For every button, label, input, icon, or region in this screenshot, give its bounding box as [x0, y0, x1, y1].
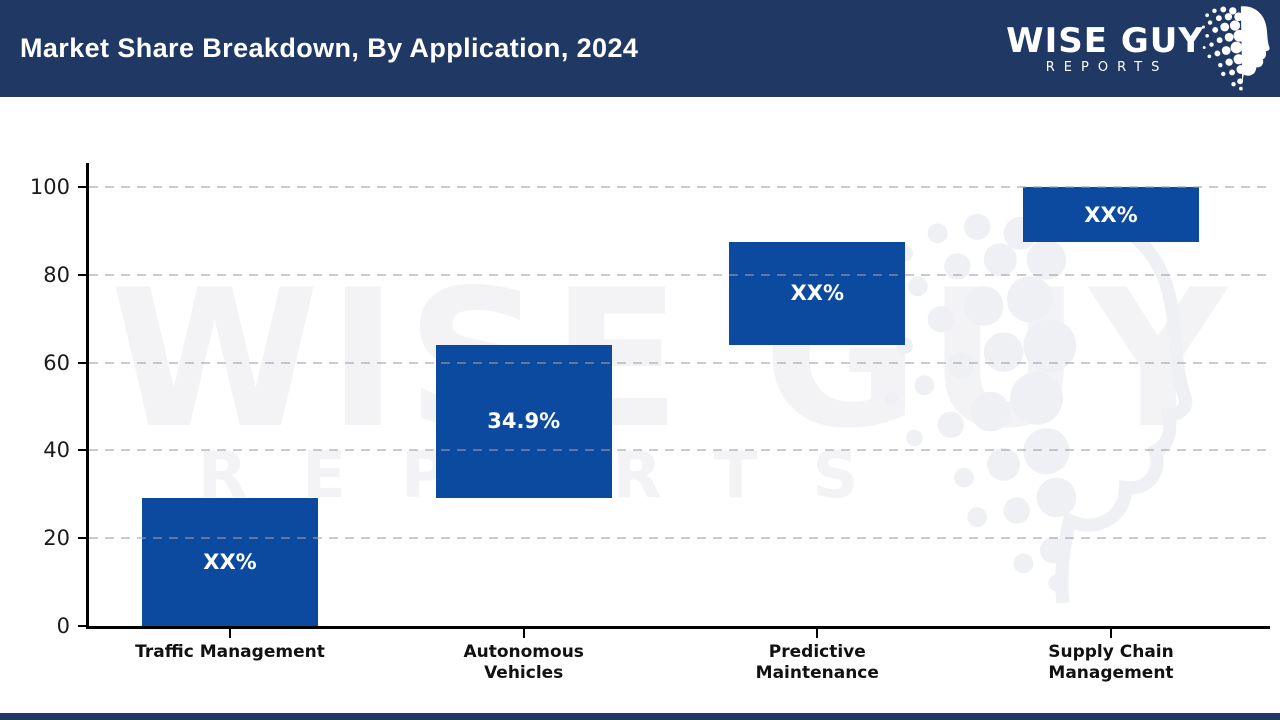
- watermark-face-icon: [881, 207, 1195, 603]
- brand-logo-text: WISE GUY REPORTS: [1006, 24, 1204, 74]
- bar-segment: 34.9%: [435, 344, 612, 498]
- page-title: Market Share Breakdown, By Application, …: [20, 33, 639, 63]
- brand-logo: WISE GUY REPORTS: [1006, 0, 1272, 97]
- y-tick-label-100: 100: [29, 175, 70, 199]
- x-category-label: Predictive Maintenance: [755, 642, 879, 684]
- bar-value-label: XX%: [1084, 202, 1138, 227]
- y-tick-100: [78, 186, 87, 188]
- brand-subname: REPORTS: [1045, 59, 1169, 75]
- gridline-y-80: [89, 273, 1270, 276]
- y-tick-60: [78, 361, 87, 364]
- x-axis-line: [86, 626, 1270, 629]
- brand-name: WISE GUY: [1006, 20, 1204, 61]
- brand-face-icon: [1202, 5, 1270, 93]
- gridline-y-100: [89, 186, 1270, 188]
- y-tick-label-0: 0: [56, 614, 70, 638]
- x-category-label: Autonomous Vehicles: [463, 642, 584, 684]
- x-category-label: Supply Chain Management: [1048, 642, 1174, 684]
- gridline-y-20: [89, 537, 1270, 540]
- y-tick-label-40: 40: [43, 438, 70, 463]
- y-tick-20: [78, 537, 87, 540]
- chart-canvas: WISE GUY REPORTS 020406080100XX%Traffic …: [0, 97, 1280, 713]
- y-tick-0: [78, 625, 87, 627]
- y-tick-label-60: 60: [43, 350, 70, 375]
- y-tick-label-20: 20: [43, 526, 70, 551]
- footer-bar: [0, 713, 1280, 720]
- header-banner: Market Share Breakdown, By Application, …: [0, 0, 1280, 97]
- bar-value-label: XX%: [790, 281, 845, 306]
- bar-segment: XX%: [1023, 187, 1199, 243]
- y-tick-80: [78, 273, 87, 276]
- x-category-label: Traffic Management: [135, 642, 325, 662]
- x-tick: [1110, 629, 1112, 638]
- x-tick: [522, 629, 525, 638]
- y-tick-label-80: 80: [43, 262, 70, 287]
- bar-segment: XX%: [142, 497, 318, 626]
- x-tick: [229, 629, 231, 638]
- y-axis-line: [86, 163, 89, 629]
- gridline-y-60: [89, 361, 1270, 364]
- bar-value-label: XX%: [203, 549, 257, 574]
- gridline-y-40: [89, 449, 1270, 452]
- x-tick: [816, 629, 819, 638]
- bar-value-label: 34.9%: [487, 409, 561, 434]
- bar-segment: XX%: [729, 242, 906, 345]
- y-tick-40: [78, 449, 87, 452]
